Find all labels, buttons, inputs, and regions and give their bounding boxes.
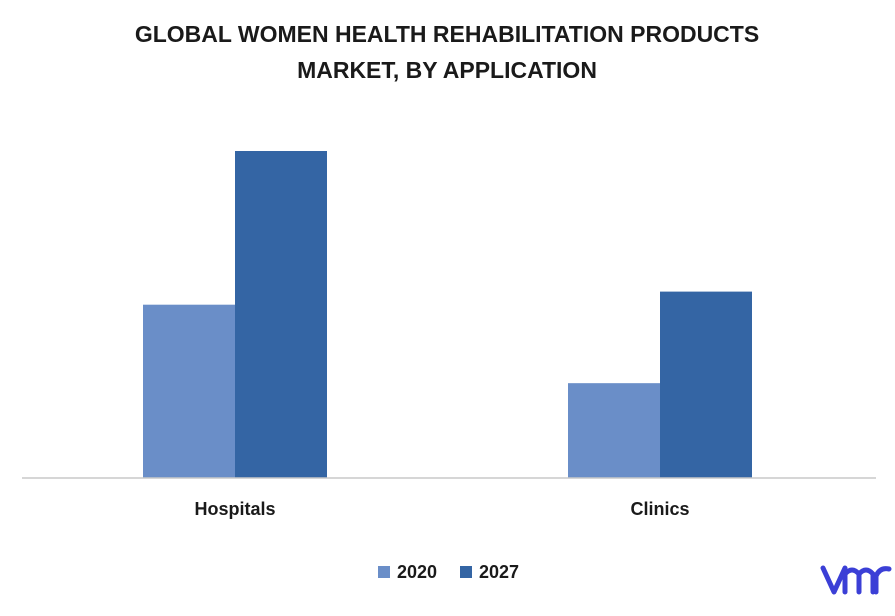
legend-label-2020: 2020 xyxy=(397,562,437,582)
bar-hospitals-2027 xyxy=(235,151,327,478)
legend-swatch-2027 xyxy=(460,566,472,578)
legend-label-2027: 2027 xyxy=(479,562,519,582)
bars-layer xyxy=(143,151,752,478)
legend-swatch-2020 xyxy=(378,566,390,578)
x-tick-labels: Hospitals Clinics xyxy=(194,499,689,519)
bar-clinics-2027 xyxy=(660,291,752,478)
legend: 2020 2027 xyxy=(378,562,519,582)
x-tick-label: Hospitals xyxy=(194,499,275,519)
vmr-logo-mark xyxy=(820,565,892,595)
bar-clinics-2020 xyxy=(568,383,660,478)
vmr-logo xyxy=(820,565,892,595)
chart-title-line-1: GLOBAL WOMEN HEALTH REHABILITATION PRODU… xyxy=(135,21,759,47)
chart-title-line-2: MARKET, BY APPLICATION xyxy=(297,57,597,83)
bar-hospitals-2020 xyxy=(143,304,235,478)
x-tick-label: Clinics xyxy=(630,499,689,519)
